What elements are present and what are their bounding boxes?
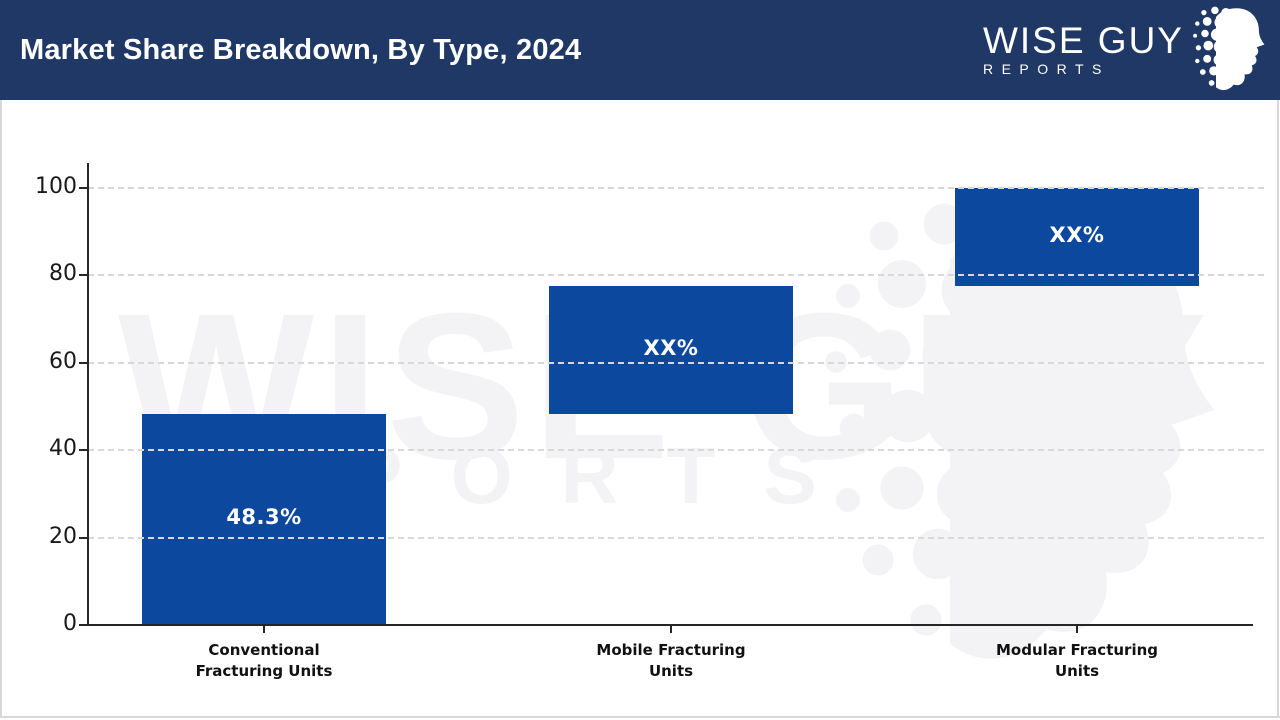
y-axis-tick xyxy=(79,624,87,626)
y-tick-label: 20 xyxy=(49,523,77,549)
x-axis-tick xyxy=(263,626,265,633)
bar-value-label: XX% xyxy=(643,335,699,360)
y-axis-tick xyxy=(79,361,87,364)
page-title: Market Share Breakdown, By Type, 2024 xyxy=(20,33,582,66)
brand-name: WISE GUY xyxy=(982,20,1184,61)
brand-logo: WISE GUY REPORTS xyxy=(983,6,1280,94)
x-category-label: Modular Fracturing Units xyxy=(917,640,1237,682)
x-category-label-line: Units xyxy=(1054,662,1100,680)
y-axis-tick xyxy=(79,274,87,276)
h-gridline xyxy=(88,186,1264,189)
h-gridline xyxy=(88,274,1264,276)
y-axis-tick xyxy=(79,449,87,451)
x-category-label-line: Mobile Fracturing xyxy=(596,641,746,659)
x-axis-tick xyxy=(1076,626,1078,633)
frame-left-border xyxy=(0,100,2,718)
frame-right-border xyxy=(1277,100,1279,718)
y-tick-label: 40 xyxy=(49,436,77,461)
x-axis-tick xyxy=(670,626,672,633)
brand-logo-text: WISE GUY REPORTS xyxy=(982,20,1184,77)
y-axis-line xyxy=(87,163,89,626)
bar-segment xyxy=(549,285,793,414)
y-axis-tick xyxy=(79,536,87,539)
h-gridline xyxy=(88,449,1264,451)
y-axis-tick xyxy=(79,186,87,189)
y-tick-label: 80 xyxy=(49,261,77,286)
bar-value-label: XX% xyxy=(1049,222,1105,247)
x-axis-line xyxy=(87,624,1253,626)
x-category-label-line: Units xyxy=(648,662,694,680)
x-category-label-line: Fracturing Units xyxy=(195,662,333,680)
y-tick-label: 0 xyxy=(63,611,77,636)
y-tick-label: 60 xyxy=(49,348,77,374)
header-bar: Market Share Breakdown, By Type, 2024 WI… xyxy=(0,0,1280,100)
x-category-label: Mobile Fracturing Units xyxy=(511,640,831,682)
brand-subname: REPORTS xyxy=(982,61,1110,77)
x-category-label-line: Conventional xyxy=(208,641,320,659)
x-category-label-line: Modular Fracturing xyxy=(995,641,1159,659)
bar-value-label: 48.3% xyxy=(226,505,302,530)
h-gridline xyxy=(88,361,1264,364)
bar-segment xyxy=(142,413,386,625)
frame-bottom-border xyxy=(0,716,1280,718)
brand-face-icon xyxy=(1193,6,1265,91)
h-gridline xyxy=(88,536,1264,539)
x-category-label: Conventional Fracturing Units xyxy=(104,640,424,682)
y-tick-label: 100 xyxy=(35,173,77,199)
